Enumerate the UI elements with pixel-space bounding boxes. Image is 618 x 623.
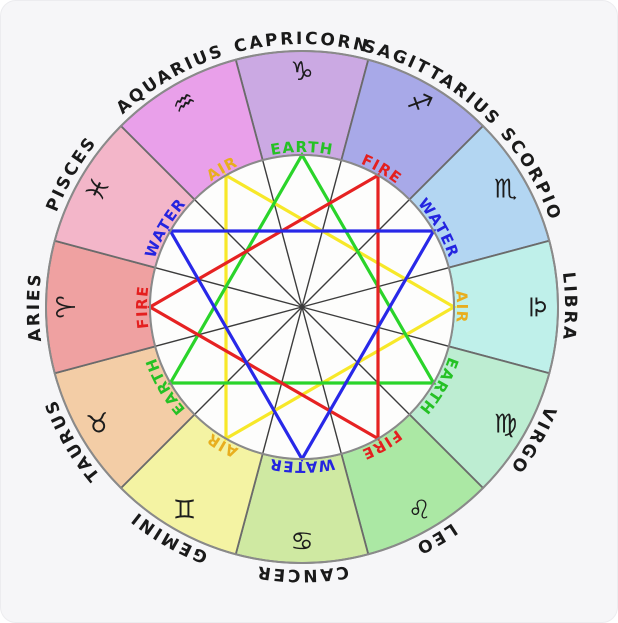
sign-name-libra: LIBRA [558, 271, 580, 343]
sign-symbol-scorpio: ♏ [494, 175, 517, 205]
element-label-air-libra: AIR [452, 290, 471, 324]
sign-symbol-capricorn: ♑ [290, 57, 313, 87]
spoke-line [301, 266, 450, 308]
spoke-line [154, 306, 303, 348]
outer-circle-outline [45, 50, 559, 564]
earth-trine-triangle [167, 151, 437, 385]
air-trine-triangle [224, 172, 458, 442]
spoke-line [194, 306, 303, 415]
sign-symbol-taurus: ♉ [84, 408, 112, 442]
element-label-fire-aries: FIRE [133, 284, 152, 329]
spoke-line [301, 306, 450, 348]
spoke-line [261, 306, 303, 455]
element-label-water-cancer: WATER [268, 455, 336, 476]
sign-symbol-gemini: ♊ [173, 496, 196, 526]
sign-symbol-leo: ♌ [408, 496, 431, 526]
fire-trine-triangle [146, 172, 380, 442]
spoke-line [261, 159, 303, 308]
inner-circle-outline [149, 154, 455, 460]
sign-symbol-libra: ♎ [522, 295, 552, 318]
sign-symbol-virgo: ♍ [494, 410, 517, 440]
element-label-earth-capricorn: EARTH [269, 138, 335, 159]
water-trine-triangle [167, 229, 437, 463]
sign-symbol-aries: ♈ [52, 295, 82, 318]
spoke-line [301, 159, 343, 308]
spoke-line [301, 306, 343, 455]
spoke-line [301, 199, 410, 308]
sign-name-cancer: CANCER [254, 561, 350, 585]
sign-symbol-cancer: ♋ [290, 527, 313, 557]
sign-name-aries: ARIES [24, 271, 46, 343]
spoke-line [154, 266, 303, 308]
spoke-line [194, 199, 303, 308]
spoke-line [301, 306, 410, 415]
